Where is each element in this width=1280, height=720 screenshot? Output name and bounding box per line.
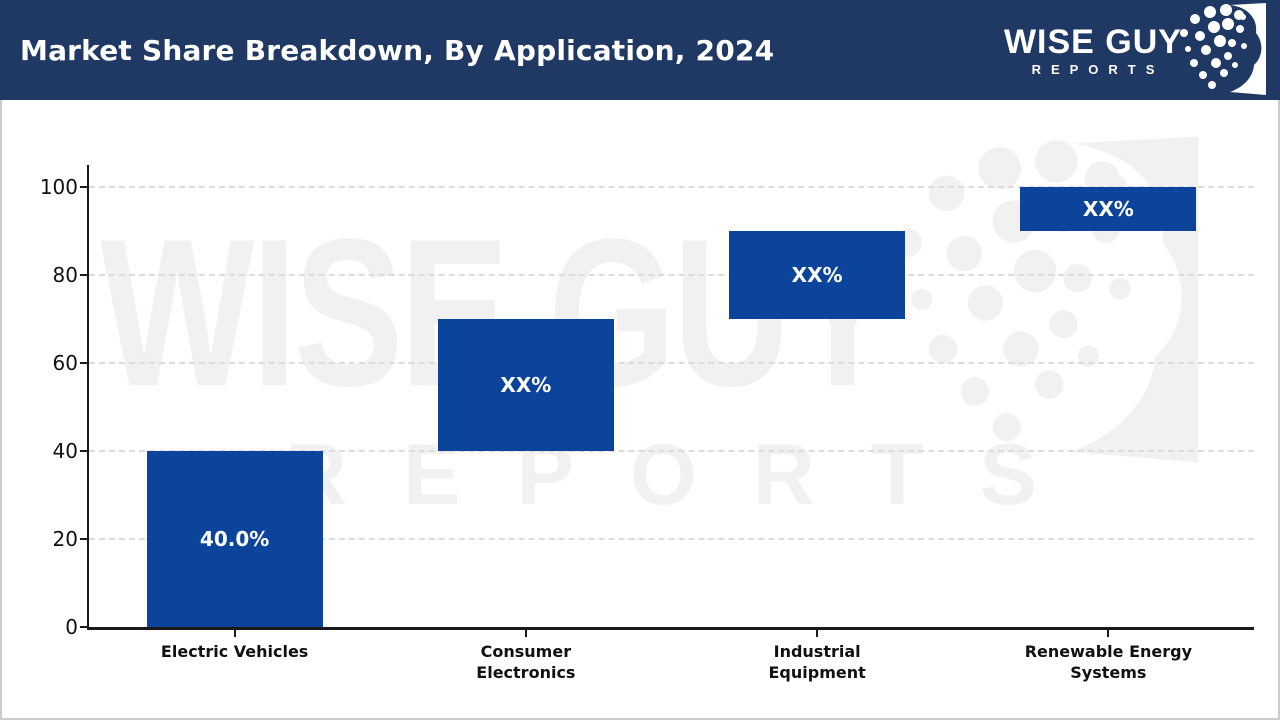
y-tick [80, 274, 89, 276]
bar: XX% [437, 319, 614, 451]
bar-value-label: XX% [500, 373, 552, 397]
bar-value-label: XX% [1082, 197, 1134, 221]
y-tick-label: 40 [52, 439, 78, 463]
bar: XX% [729, 231, 906, 319]
gridline [89, 186, 1254, 188]
x-axis [87, 627, 1254, 630]
y-tick-label: 80 [52, 263, 78, 287]
y-tick-label: 100 [39, 175, 78, 199]
y-tick [80, 362, 89, 364]
bar: 40.0% [146, 451, 323, 627]
header: Market Share Breakdown, By Application, … [0, 0, 1280, 100]
x-tick [233, 630, 236, 637]
brand-face-icon [1180, 3, 1266, 95]
bar-value-label: 40.0% [199, 527, 270, 551]
y-tick [80, 186, 89, 188]
y-tick [80, 538, 89, 540]
y-tick [80, 450, 89, 452]
category-label: Electric Vehicles [160, 642, 309, 661]
brand-logo: WISE GUY REPORTS [1004, 3, 1266, 97]
gridline [89, 538, 1254, 540]
bar-value-label: XX% [791, 263, 843, 287]
bar: XX% [1020, 187, 1197, 231]
category-label: Renewable Energy Systems [1024, 642, 1193, 682]
gridline [89, 450, 1254, 452]
category-label: Industrial Equipment [768, 642, 866, 682]
y-tick-label: 20 [52, 527, 78, 551]
y-tick-label: 60 [52, 351, 78, 375]
x-tick [1107, 630, 1110, 637]
chart-title: Market Share Breakdown, By Application, … [20, 33, 775, 67]
brand-name: WISE GUY [1003, 22, 1182, 61]
y-tick [80, 626, 89, 628]
brand-subtitle: REPORTS [1031, 61, 1165, 77]
gridline [89, 362, 1254, 364]
x-tick [816, 630, 819, 637]
brand-logo-text: WISE GUY REPORTS [1004, 25, 1182, 76]
x-tick [524, 630, 527, 637]
category-label: Consumer Electronics [476, 642, 576, 682]
y-axis [87, 165, 89, 629]
y-tick-label: 0 [65, 615, 78, 639]
gridline [89, 274, 1254, 276]
